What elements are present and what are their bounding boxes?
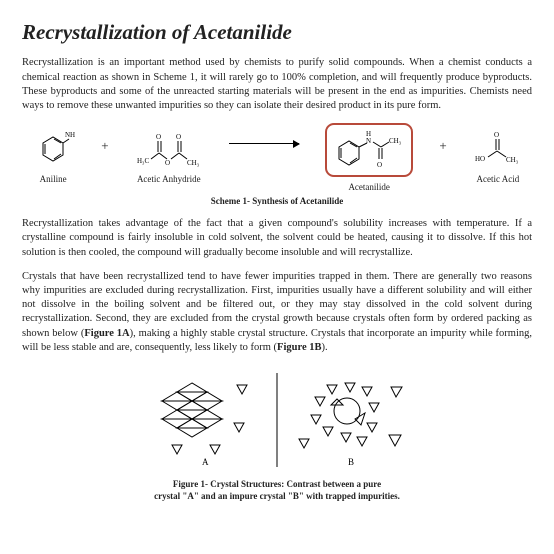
mol-aniline: NH₂ Aniline [31,123,75,185]
paragraph-3: Crystals that have been recrystallized t… [22,270,532,355]
svg-text:CH₃: CH₃ [187,159,200,167]
paragraph-2: Recrystallization takes advantage of the… [22,217,532,260]
plus-icon: + [101,123,108,155]
scheme-caption: Scheme 1- Synthesis of Acetanilide [22,195,532,207]
mol-acetanilide-label: Acetanilide [348,181,389,193]
svg-text:CH₃: CH₃ [389,137,402,145]
reaction-arrow-icon [229,143,299,144]
fig-a-label: A [202,457,209,467]
mol-acetic-acid-label: Acetic Acid [477,173,520,185]
mol-anhydride-label: Acetic Anhydride [137,173,201,185]
plus-icon-2: + [439,123,446,155]
svg-text:O: O [156,133,161,141]
figure-caption: Figure 1- Crystal Structures: Contrast b… [22,479,532,502]
svg-text:O: O [165,159,170,167]
svg-text:H: H [366,130,371,138]
mol-anhydride: H₃C O CH₃ O O Acetic Anhydride [135,123,203,185]
fig-ref-1b: Figure 1B [277,342,321,353]
mol-aniline-label: Aniline [40,173,67,185]
mol-acetic-acid: HO CH₃ O Acetic Acid [473,123,523,185]
svg-text:O: O [176,133,181,141]
fig-cap-2: crystal "A" and an impure crystal "B" wi… [154,491,400,501]
svg-text:HO: HO [475,155,485,163]
scheme-1: NH₂ Aniline + H₃C O CH₃ O O Ace [22,123,532,193]
fig-b-label: B [348,457,354,467]
svg-text:H₃C: H₃C [137,157,149,165]
fig-ref-1a: Figure 1A [84,328,129,339]
svg-text:N: N [366,137,371,145]
figure-1: A B [22,365,532,475]
fig-cap-1: Figure 1- Crystal Structures: Contrast b… [173,479,381,489]
paragraph-1: Recrystallization is an important method… [22,56,532,113]
svg-text:CH₃: CH₃ [506,156,519,164]
para3-c: ). [321,342,327,353]
svg-text:O: O [377,161,382,169]
mol-acetanilide: N H CH₃ O Acetanilide [325,123,413,193]
svg-text:O: O [494,131,499,139]
nh2-label: NH₂ [65,131,75,139]
page-title: Recrystallization of Acetanilide [22,18,532,46]
